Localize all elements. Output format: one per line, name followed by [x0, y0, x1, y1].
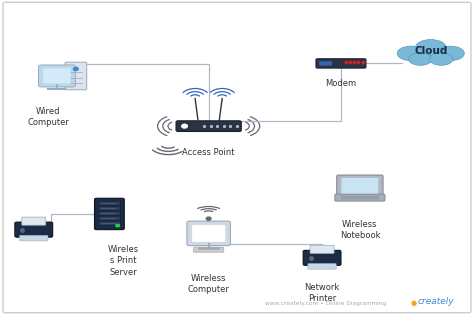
FancyBboxPatch shape — [337, 175, 383, 196]
FancyBboxPatch shape — [176, 121, 241, 131]
Ellipse shape — [437, 46, 465, 60]
FancyBboxPatch shape — [65, 62, 87, 90]
Text: Cloud: Cloud — [414, 47, 447, 56]
Circle shape — [116, 224, 119, 227]
Text: Wired
Computer: Wired Computer — [27, 107, 69, 128]
Text: Modem: Modem — [326, 79, 356, 88]
FancyBboxPatch shape — [335, 194, 385, 201]
Circle shape — [73, 67, 78, 71]
Circle shape — [182, 124, 187, 128]
Text: Wireles
s Print
Server: Wireles s Print Server — [108, 245, 139, 277]
Circle shape — [206, 217, 211, 220]
FancyBboxPatch shape — [319, 61, 332, 66]
Text: www.creately.com • Online Diagramming: www.creately.com • Online Diagramming — [265, 301, 387, 306]
Text: creately: creately — [418, 297, 455, 306]
FancyBboxPatch shape — [38, 65, 75, 87]
FancyBboxPatch shape — [192, 225, 225, 242]
FancyBboxPatch shape — [98, 206, 120, 210]
Ellipse shape — [409, 53, 432, 65]
FancyBboxPatch shape — [19, 235, 48, 241]
FancyBboxPatch shape — [98, 216, 120, 220]
FancyBboxPatch shape — [193, 247, 224, 252]
FancyBboxPatch shape — [187, 221, 230, 246]
Ellipse shape — [429, 53, 453, 65]
FancyBboxPatch shape — [22, 217, 46, 225]
Text: Network
Printer: Network Printer — [304, 283, 340, 303]
Text: Wireless
Notebook: Wireless Notebook — [340, 220, 380, 240]
Text: ●: ● — [410, 301, 417, 306]
FancyBboxPatch shape — [310, 245, 334, 254]
FancyBboxPatch shape — [3, 2, 471, 313]
FancyBboxPatch shape — [341, 178, 378, 193]
FancyBboxPatch shape — [303, 250, 341, 265]
FancyBboxPatch shape — [308, 264, 336, 269]
Ellipse shape — [397, 46, 425, 60]
Ellipse shape — [415, 40, 446, 56]
FancyBboxPatch shape — [98, 211, 120, 215]
FancyBboxPatch shape — [316, 59, 366, 68]
FancyBboxPatch shape — [94, 198, 124, 230]
FancyBboxPatch shape — [15, 222, 53, 237]
FancyBboxPatch shape — [98, 221, 120, 226]
FancyBboxPatch shape — [43, 68, 71, 83]
FancyBboxPatch shape — [98, 201, 120, 205]
Text: Wireless
Computer: Wireless Computer — [188, 273, 229, 294]
Text: Access Point: Access Point — [182, 148, 235, 157]
